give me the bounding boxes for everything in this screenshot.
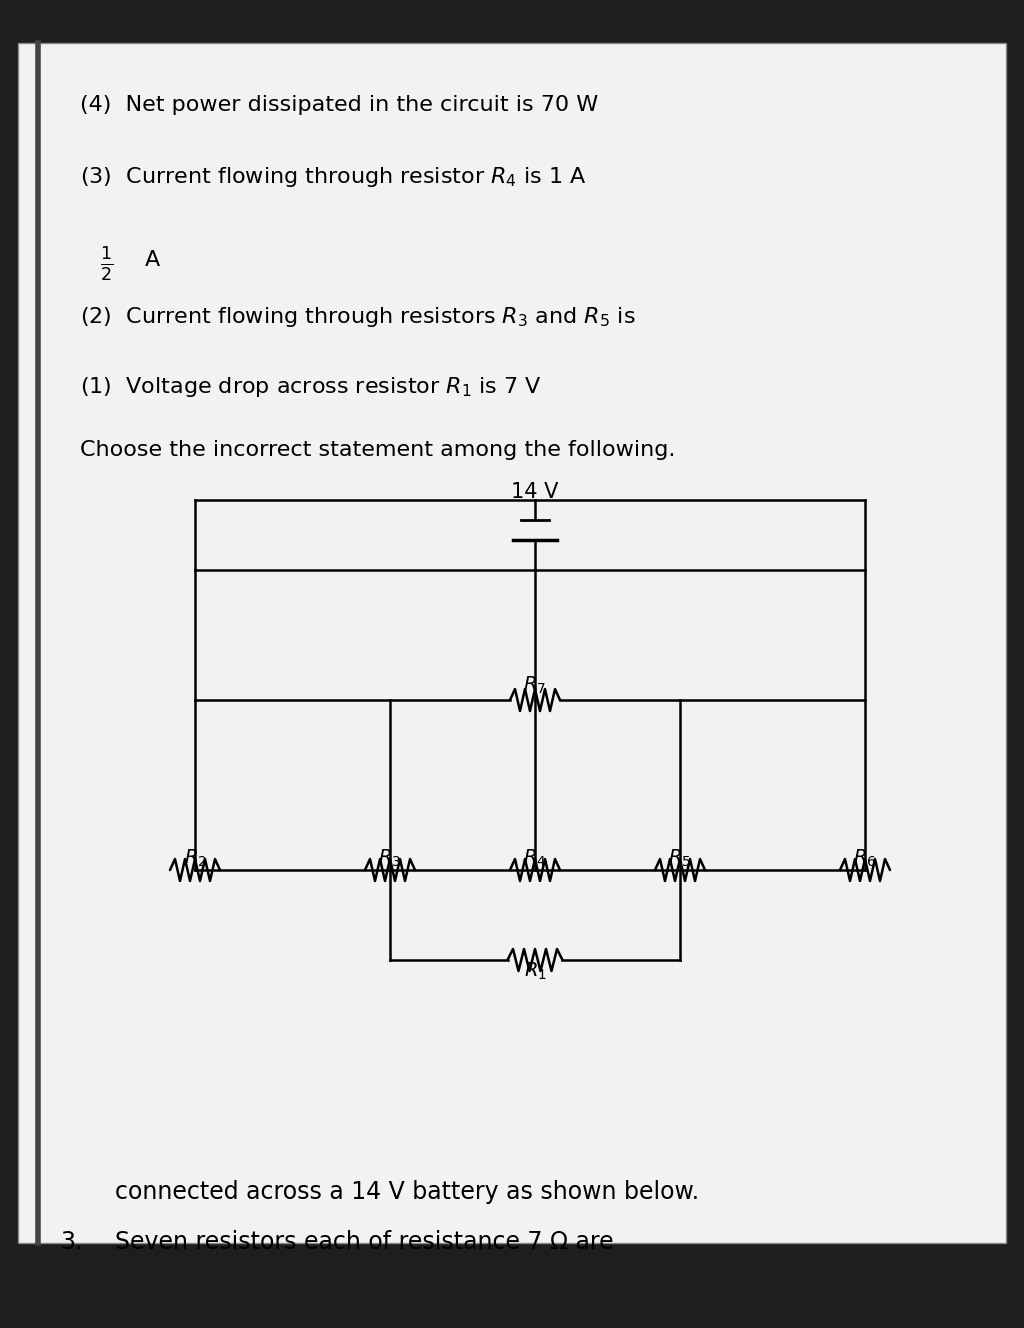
Text: $\frac{1}{2}$: $\frac{1}{2}$: [100, 244, 113, 283]
Text: 3.: 3.: [60, 1230, 82, 1254]
Text: (1)  Voltage drop across resistor $R_1$ is 7 V: (1) Voltage drop across resistor $R_1$ i…: [80, 374, 542, 398]
Text: 14 V: 14 V: [511, 482, 559, 502]
Text: $R_3$: $R_3$: [379, 849, 401, 870]
Text: (3)  Current flowing through resistor $R_4$ is 1 A: (3) Current flowing through resistor $R_…: [80, 165, 587, 189]
Text: connected across a 14 V battery as shown below.: connected across a 14 V battery as shown…: [115, 1181, 699, 1204]
Text: $R_2$: $R_2$: [183, 849, 207, 870]
Text: Seven resistors each of resistance 7 Ω are: Seven resistors each of resistance 7 Ω a…: [115, 1230, 613, 1254]
Text: (4)  Net power dissipated in the circuit is 70 W: (4) Net power dissipated in the circuit …: [80, 96, 598, 116]
Text: $R_6$: $R_6$: [853, 849, 877, 870]
Text: $R_5$: $R_5$: [669, 849, 691, 870]
Text: $R_4$: $R_4$: [523, 849, 547, 870]
Text: $R_1$: $R_1$: [523, 960, 547, 981]
Text: $R_7$: $R_7$: [523, 675, 547, 696]
Text: A: A: [145, 250, 160, 270]
Text: (2)  Current flowing through resistors $R_3$ and $R_5$ is: (2) Current flowing through resistors $R…: [80, 305, 636, 329]
Text: Choose the incorrect statement among the following.: Choose the incorrect statement among the…: [80, 440, 676, 459]
